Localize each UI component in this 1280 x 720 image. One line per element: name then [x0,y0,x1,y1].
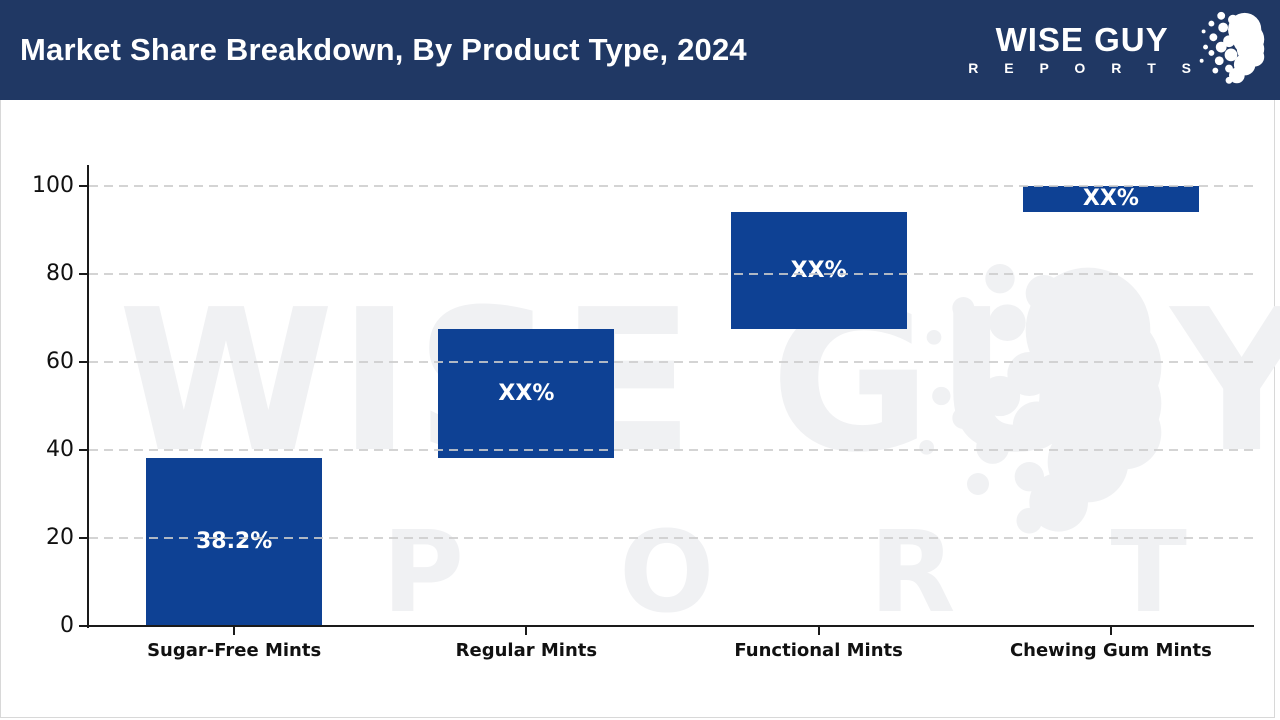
bar-segment: XX% [438,329,615,458]
y-tick-mark [79,537,88,539]
bar-value-label: XX% [498,380,555,406]
y-tick-mark [79,273,88,275]
gridline [89,361,1257,363]
y-tick-label: 20 [46,525,74,550]
y-tick-label: 40 [46,437,74,462]
chart-title: Market Share Breakdown, By Product Type,… [20,32,747,67]
x-tick-mark [525,626,528,635]
plot-area: 38.2% Sugar-Free Mints XX% Regular Mints XX%… [0,100,1280,720]
logo-wordmark: WISE GUY [995,21,1169,58]
x-tick-mark [817,626,820,635]
bar-segment: XX% [730,211,907,329]
body-border-frame [0,100,1275,718]
x-tick-mark [1109,626,1112,635]
y-tick-mark [79,185,88,187]
bar-segment: 38.2% [146,457,323,626]
bar-value-label: 38.2% [195,529,273,555]
gridline [89,273,1257,275]
bar-segment: XX% [1022,186,1199,212]
x-tick-label: Functional Mints [734,640,903,661]
y-tick-label: 60 [46,349,74,374]
bar-value-label: XX% [790,257,847,283]
y-tick-label: 100 [32,173,74,198]
gridline [89,537,1257,539]
watermark-subtitle: P O R T S [382,508,1280,638]
y-tick-mark [79,449,88,451]
wiseguy-face-icon [1199,11,1265,84]
bar-value-label: XX% [1082,186,1139,212]
y-tick-label: 80 [46,261,74,286]
x-tick-label: Regular Mints [455,640,598,661]
gridline [89,185,1257,187]
wiseguy-logo: WISE GUY R E P O R T S [962,5,1280,95]
x-tick-mark [233,626,236,635]
x-tick-label: Chewing Gum Mints [1009,640,1212,661]
wiseguy-logo-text: WISE GUY R E P O R T S [962,23,1202,77]
logo-subtitle: R E P O R T S [968,60,1202,76]
x-axis-line [87,625,1254,627]
y-tick-label: 0 [60,613,74,638]
header-band: Market Share Breakdown, By Product Type,… [0,0,1280,100]
y-axis-line [87,165,89,628]
y-tick-mark [79,625,88,627]
y-tick-mark [79,361,88,363]
gridline [89,449,1257,451]
x-tick-label: Sugar-Free Mints [147,640,322,661]
